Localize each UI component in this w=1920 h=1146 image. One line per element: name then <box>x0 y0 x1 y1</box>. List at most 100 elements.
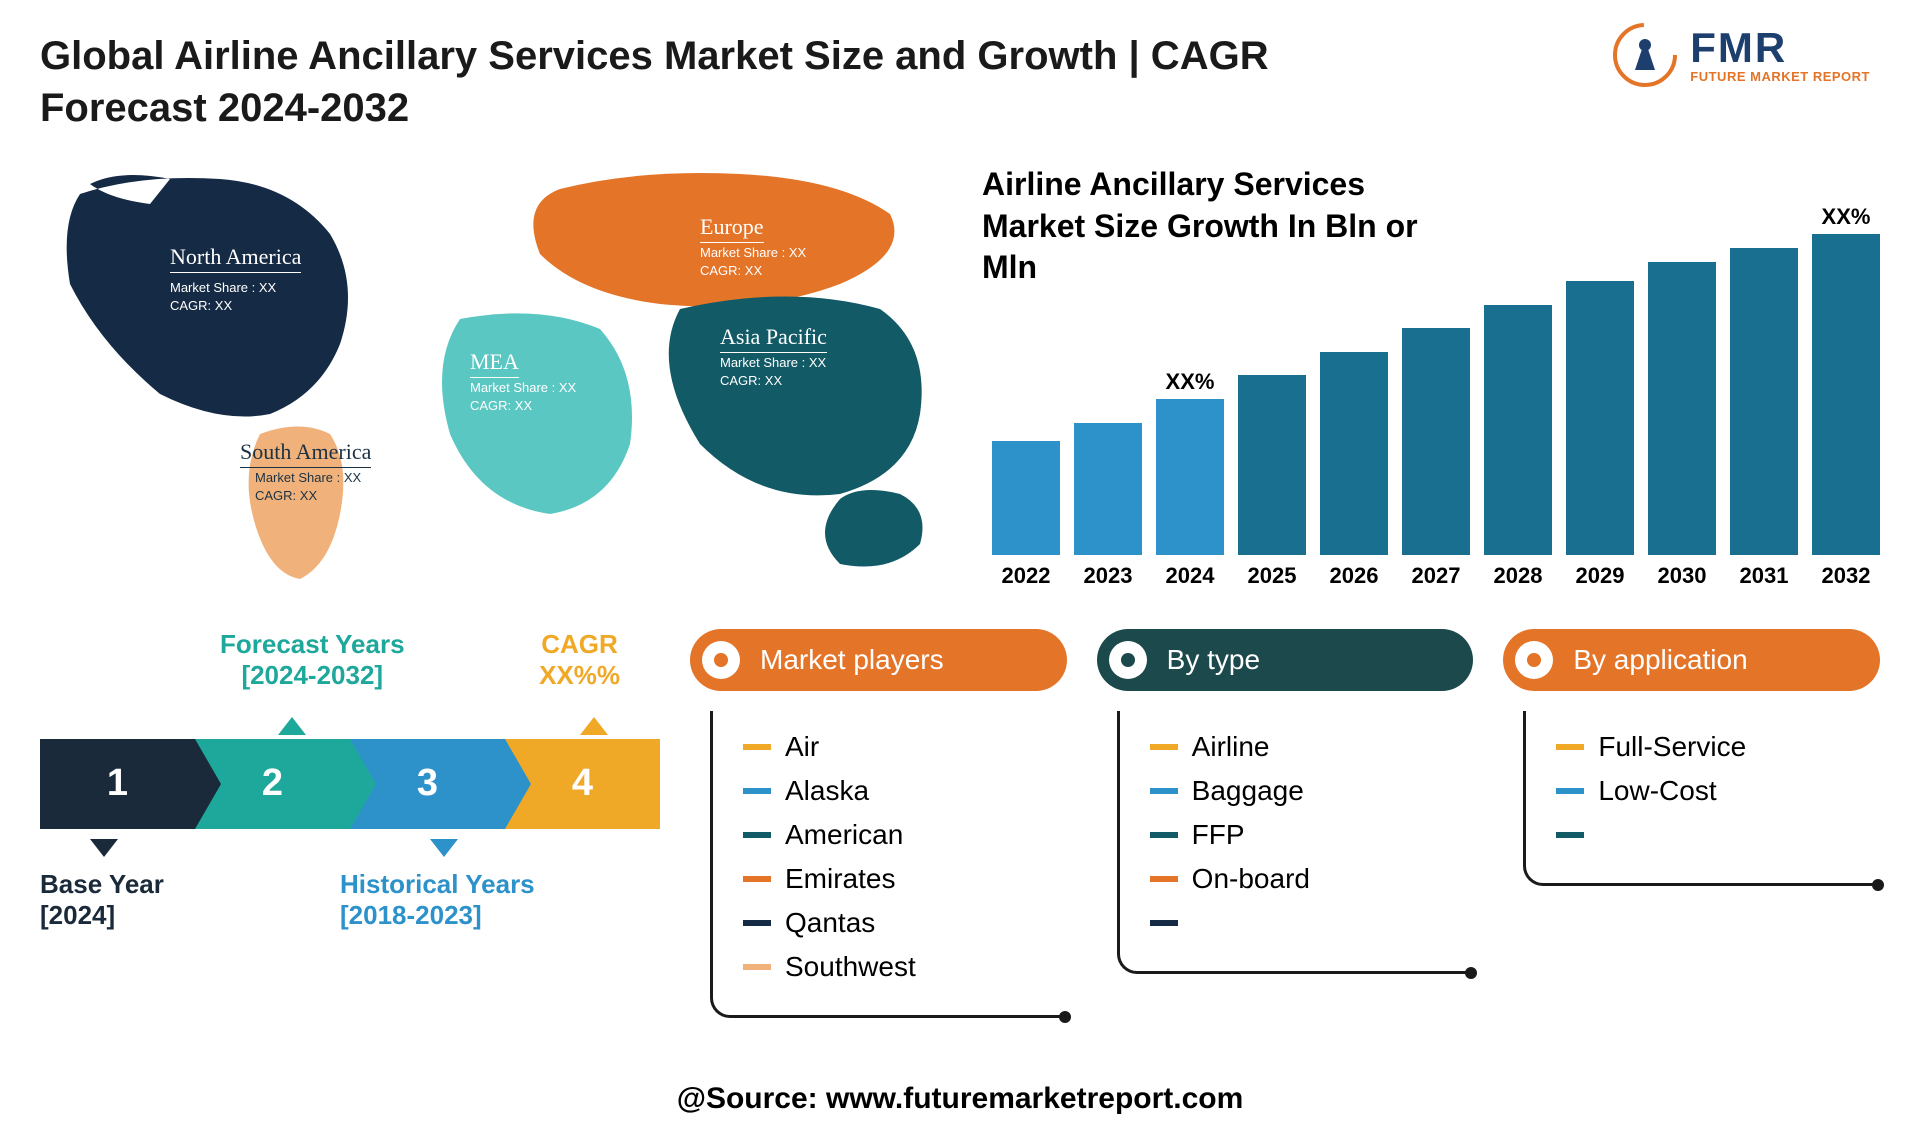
category-column: By type Airline Baggage FFP On-board <box>1097 629 1474 1018</box>
timeline-seg-1: 1 <box>40 739 195 829</box>
list-item-label: Full-Service <box>1598 731 1746 763</box>
base-year-label: Base Year[2024] <box>40 869 164 931</box>
bar-rect <box>1648 262 1716 555</box>
list-item-label: Air <box>785 731 819 763</box>
list-item: FFP <box>1150 819 1474 851</box>
list-item-label <box>1192 907 1208 939</box>
list-item: On-board <box>1150 863 1474 895</box>
list-item <box>1150 907 1474 939</box>
arrow-icon <box>430 839 458 857</box>
category-bracket: Air Alaska American Emirates Qantas Sout… <box>710 711 1067 1018</box>
list-item: American <box>743 819 1067 851</box>
list-item-label: Low-Cost <box>1598 775 1716 807</box>
chart-bar: 2023 <box>1074 423 1142 589</box>
category-column: Market players Air Alaska American Emira… <box>690 629 1067 1018</box>
category-pill: By application <box>1503 629 1880 691</box>
bar-rect <box>1484 305 1552 555</box>
bar-rect <box>1730 248 1798 555</box>
bar-year-label: 2027 <box>1412 563 1461 589</box>
timeline-bar: 1 2 3 4 <box>40 739 660 829</box>
dash-icon <box>1150 920 1178 926</box>
bar-year-label: 2024 <box>1166 563 1215 589</box>
growth-chart: Airline Ancillary Services Market Size G… <box>982 164 1880 589</box>
dash-icon <box>743 920 771 926</box>
world-map: North America Market Share : XXCAGR: XX … <box>40 164 942 584</box>
bar-top-label: XX% <box>1166 369 1215 395</box>
chart-bar: 2030 <box>1648 262 1716 589</box>
source-text: @Source: www.futuremarketreport.com <box>677 1082 1244 1116</box>
dash-icon <box>743 876 771 882</box>
list-item-label: Southwest <box>785 951 916 983</box>
arrow-icon <box>278 717 306 735</box>
cagr-label: CAGRXX%% <box>539 629 620 691</box>
list-item-label: American <box>785 819 903 851</box>
bar-year-label: 2026 <box>1330 563 1379 589</box>
bar-rect <box>1074 423 1142 555</box>
dash-icon <box>1556 832 1584 838</box>
list-item: Emirates <box>743 863 1067 895</box>
list-item: Air <box>743 731 1067 763</box>
forecast-label: Forecast Years[2024-2032] <box>220 629 405 691</box>
region-sub-sa: Market Share : XXCAGR: XX <box>255 469 361 505</box>
dash-icon <box>1556 744 1584 750</box>
region-label-na: North America <box>170 244 301 273</box>
dash-icon <box>743 788 771 794</box>
region-sub-eu: Market Share : XXCAGR: XX <box>700 244 806 280</box>
region-sub-na: Market Share : XXCAGR: XX <box>170 279 276 315</box>
region-sub-mea: Market Share : XXCAGR: XX <box>470 379 576 415</box>
dash-icon <box>1150 744 1178 750</box>
logo-icon <box>1610 20 1680 90</box>
dash-icon <box>1556 788 1584 794</box>
bar-year-label: 2022 <box>1002 563 1051 589</box>
list-item-label: Airline <box>1192 731 1270 763</box>
list-item: Southwest <box>743 951 1067 983</box>
chart-bar: 2027 <box>1402 328 1470 589</box>
bar-year-label: 2029 <box>1576 563 1625 589</box>
chart-bar: 2026 <box>1320 352 1388 589</box>
fmr-logo: FMR FUTURE MARKET REPORT <box>1610 20 1870 90</box>
region-label-sa: South America <box>240 439 371 468</box>
category-column: By application Full-Service Low-Cost <box>1503 629 1880 1018</box>
dash-icon <box>1150 832 1178 838</box>
bar-rect <box>1320 352 1388 555</box>
list-item: Baggage <box>1150 775 1474 807</box>
logo-text-main: FMR <box>1690 27 1870 69</box>
bar-year-label: 2030 <box>1658 563 1707 589</box>
list-item-label: Emirates <box>785 863 895 895</box>
category-pill: By type <box>1097 629 1474 691</box>
list-item-label: FFP <box>1192 819 1245 851</box>
dash-icon <box>1150 876 1178 882</box>
list-item-label: Baggage <box>1192 775 1304 807</box>
chart-bar: 2028 <box>1484 305 1552 589</box>
chart-bar: 2022 <box>992 441 1060 588</box>
page-title: Global Airline Ancillary Services Market… <box>40 30 1440 134</box>
category-pill: Market players <box>690 629 1067 691</box>
category-bracket: Full-Service Low-Cost <box>1523 711 1880 886</box>
list-item-label <box>1598 819 1614 851</box>
bar-top-label: XX% <box>1822 204 1871 230</box>
bar-year-label: 2023 <box>1084 563 1133 589</box>
bar-rect <box>992 441 1060 554</box>
dash-icon <box>743 964 771 970</box>
chart-bar: 2025 <box>1238 375 1306 588</box>
list-item: Qantas <box>743 907 1067 939</box>
bar-rect <box>1566 281 1634 555</box>
bar-rect <box>1156 399 1224 555</box>
timeline-panel: Forecast Years[2024-2032] CAGRXX%% 1 2 3… <box>40 629 660 1018</box>
region-label-mea: MEA <box>470 349 519 378</box>
chart-bar: XX%2032 <box>1812 234 1880 589</box>
dash-icon <box>743 832 771 838</box>
bar-year-label: 2025 <box>1248 563 1297 589</box>
chart-bar: 2029 <box>1566 281 1634 589</box>
arrow-icon <box>580 717 608 735</box>
list-item: Alaska <box>743 775 1067 807</box>
list-item-label: Qantas <box>785 907 875 939</box>
historical-label: Historical Years[2018-2023] <box>340 869 535 931</box>
list-item: Full-Service <box>1556 731 1880 763</box>
dash-icon <box>1150 788 1178 794</box>
bar-year-label: 2028 <box>1494 563 1543 589</box>
bar-rect <box>1238 375 1306 554</box>
arrow-icon <box>90 839 118 857</box>
bar-year-label: 2031 <box>1740 563 1789 589</box>
chart-bar: 2031 <box>1730 248 1798 589</box>
